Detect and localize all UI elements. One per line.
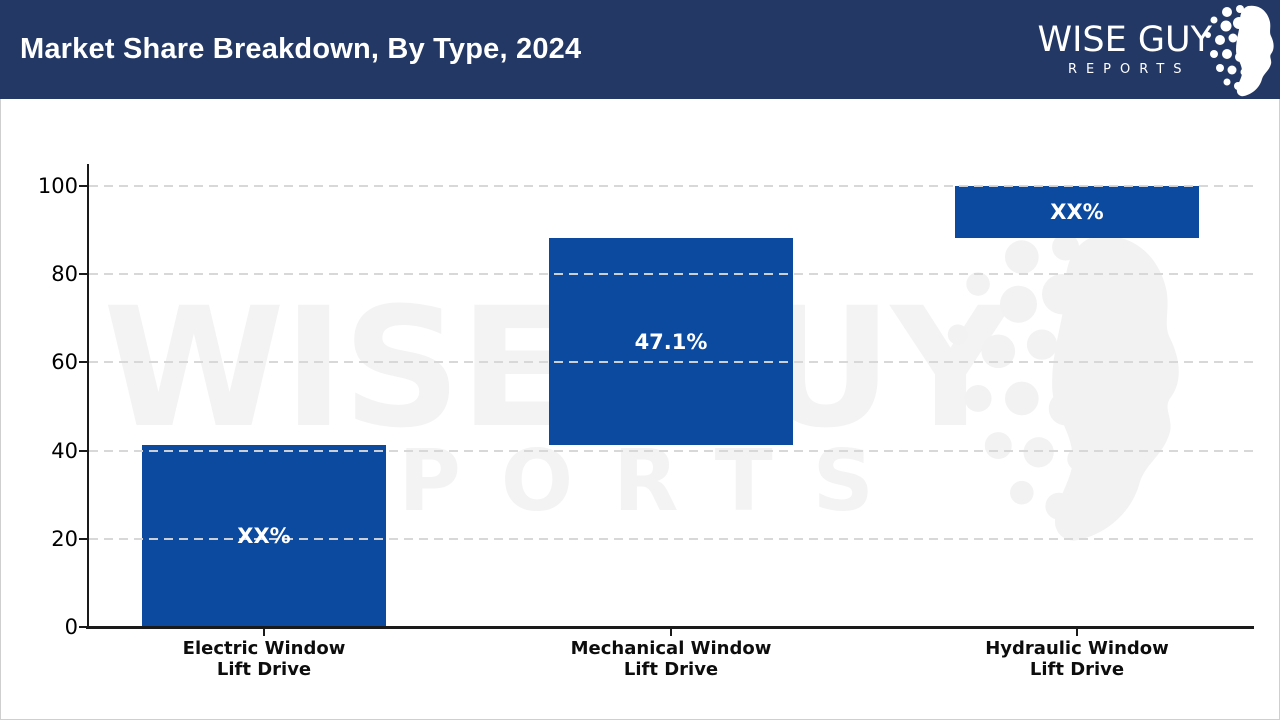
y-tick-label: 80 [51, 262, 78, 287]
bar [549, 237, 793, 446]
x-tick-label: Hydraulic Window Lift Drive [985, 638, 1169, 680]
watermark-dotted-head [947, 233, 1179, 541]
bar [142, 445, 386, 627]
y-tick [79, 361, 87, 364]
y-tick [79, 273, 87, 276]
y-tick-label: 40 [51, 438, 78, 463]
x-axis-line [86, 626, 1254, 629]
x-tick-label-line1: Mechanical Window [570, 638, 772, 659]
x-tick [1076, 629, 1078, 636]
y-tick [79, 626, 87, 628]
x-tick-label: Mechanical Window Lift Drive [571, 638, 772, 680]
x-tick-label-line1: Hydraulic Window [985, 638, 1169, 659]
y-tick [79, 537, 87, 540]
x-tick-label-line1: Electric Window [182, 638, 346, 659]
x-tick-label-line2: Lift Drive [216, 659, 312, 680]
gridline [89, 185, 1253, 187]
brand-logo-text: WISE GUY REPORTS [1037, 19, 1212, 77]
brand-logo: WISE GUY REPORTS [1037, 2, 1274, 98]
header-bar: Market Share Breakdown, By Type, 2024 WI… [0, 0, 1280, 99]
bar [955, 186, 1199, 238]
y-axis-line [87, 164, 89, 629]
y-tick [79, 449, 87, 452]
x-tick-label-line2: Lift Drive [623, 659, 719, 680]
y-tick-label: 0 [64, 615, 78, 639]
gridline [89, 273, 1253, 276]
y-tick [79, 185, 87, 187]
x-tick [670, 629, 672, 636]
gridline [89, 361, 1253, 364]
gridline [89, 449, 1253, 452]
y-tick-label: 100 [37, 174, 78, 198]
x-tick [263, 629, 265, 636]
x-tick-label: Electric Window Lift Drive [183, 638, 346, 680]
brand-subname: REPORTS [1067, 61, 1191, 77]
bar-value-label: XX% [1050, 199, 1104, 224]
x-tick-label-line2: Lift Drive [1029, 659, 1125, 680]
bar-value-label: 47.1% [634, 329, 708, 354]
page-title: Market Share Breakdown, By Type, 2024 [20, 33, 582, 65]
y-tick-label: 20 [51, 526, 78, 551]
dotted-head-icon [1205, 4, 1274, 96]
bar-value-label: XX% [237, 524, 291, 549]
gridline [89, 537, 1253, 540]
y-tick-label: 60 [51, 350, 78, 375]
brand-name: WISE GUY [1037, 19, 1212, 60]
